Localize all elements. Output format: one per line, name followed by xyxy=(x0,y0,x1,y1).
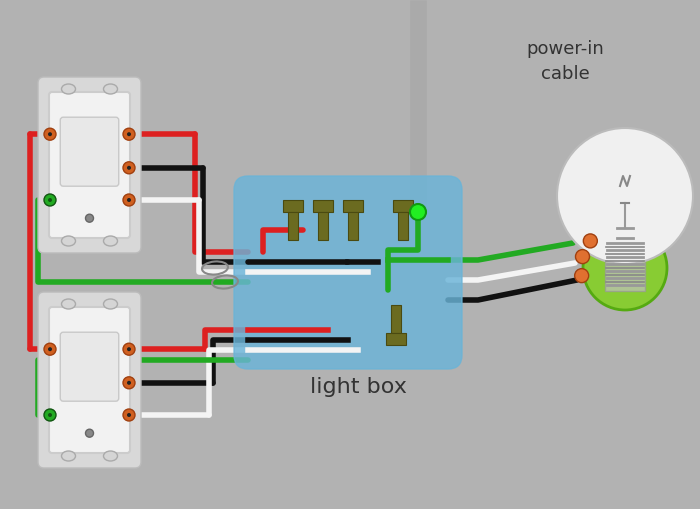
Circle shape xyxy=(123,409,135,421)
Circle shape xyxy=(85,214,94,222)
Text: power-in
cable: power-in cable xyxy=(526,40,604,83)
Ellipse shape xyxy=(62,236,76,246)
FancyBboxPatch shape xyxy=(60,117,119,186)
Circle shape xyxy=(123,194,135,206)
Circle shape xyxy=(48,198,52,202)
Bar xyxy=(288,212,298,240)
Ellipse shape xyxy=(104,84,118,94)
Bar xyxy=(398,212,408,240)
Circle shape xyxy=(44,128,56,140)
Circle shape xyxy=(583,234,597,248)
Bar xyxy=(318,212,328,240)
Ellipse shape xyxy=(104,299,118,309)
Circle shape xyxy=(575,249,589,264)
Circle shape xyxy=(557,128,693,264)
FancyBboxPatch shape xyxy=(234,176,462,369)
Circle shape xyxy=(48,413,52,417)
Bar xyxy=(283,200,303,212)
Circle shape xyxy=(123,162,135,174)
Circle shape xyxy=(123,128,135,140)
Circle shape xyxy=(127,132,131,136)
FancyBboxPatch shape xyxy=(49,92,130,238)
Circle shape xyxy=(48,132,52,136)
Circle shape xyxy=(44,343,56,355)
Circle shape xyxy=(410,204,426,220)
Circle shape xyxy=(127,381,131,385)
Bar xyxy=(386,333,406,345)
Ellipse shape xyxy=(104,451,118,461)
FancyBboxPatch shape xyxy=(49,307,130,453)
Bar xyxy=(605,243,645,291)
Circle shape xyxy=(583,226,667,310)
Circle shape xyxy=(127,413,131,417)
Ellipse shape xyxy=(62,299,76,309)
Bar xyxy=(343,200,363,212)
Ellipse shape xyxy=(104,236,118,246)
Circle shape xyxy=(575,269,589,282)
Bar xyxy=(348,212,358,240)
Bar xyxy=(391,305,401,333)
Circle shape xyxy=(127,166,131,170)
Circle shape xyxy=(44,409,56,421)
Bar xyxy=(313,200,333,212)
Circle shape xyxy=(48,347,52,351)
Circle shape xyxy=(85,429,94,437)
Circle shape xyxy=(44,194,56,206)
FancyBboxPatch shape xyxy=(38,292,141,468)
Circle shape xyxy=(123,377,135,389)
Circle shape xyxy=(127,198,131,202)
Ellipse shape xyxy=(62,451,76,461)
Bar xyxy=(393,200,413,212)
Circle shape xyxy=(123,343,135,355)
FancyBboxPatch shape xyxy=(60,332,119,401)
FancyBboxPatch shape xyxy=(38,77,141,253)
Ellipse shape xyxy=(62,84,76,94)
Circle shape xyxy=(127,347,131,351)
Text: light box: light box xyxy=(309,377,407,397)
